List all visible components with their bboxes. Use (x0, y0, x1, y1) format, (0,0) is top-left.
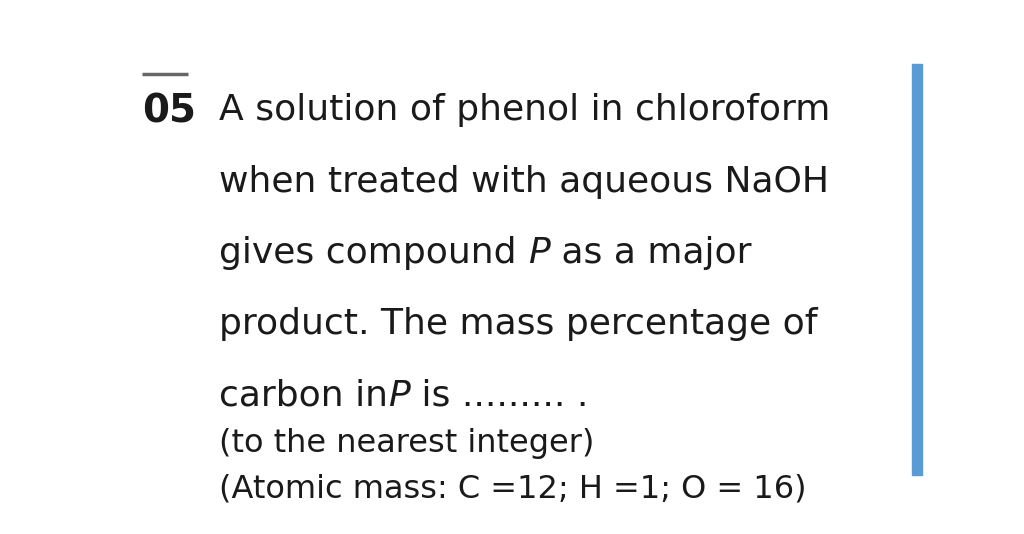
Text: when treated with aqueous NaOH: when treated with aqueous NaOH (219, 165, 829, 199)
Text: (to the nearest integer): (to the nearest integer) (219, 428, 595, 459)
Text: P: P (528, 236, 550, 270)
Text: (Atomic mass: C =12; H =1; O = 16): (Atomic mass: C =12; H =1; O = 16) (219, 473, 807, 504)
Text: carbon in: carbon in (219, 379, 388, 413)
Bar (912, 64, 922, 475)
Text: A solution of phenol in chloroform: A solution of phenol in chloroform (219, 93, 830, 127)
Text: gives compound: gives compound (219, 236, 528, 270)
Text: is ......... .: is ......... . (410, 379, 589, 413)
Text: product. The mass percentage of: product. The mass percentage of (219, 308, 818, 342)
Text: P: P (388, 379, 410, 413)
Text: as a major: as a major (550, 236, 752, 270)
Text: 05: 05 (142, 93, 197, 131)
